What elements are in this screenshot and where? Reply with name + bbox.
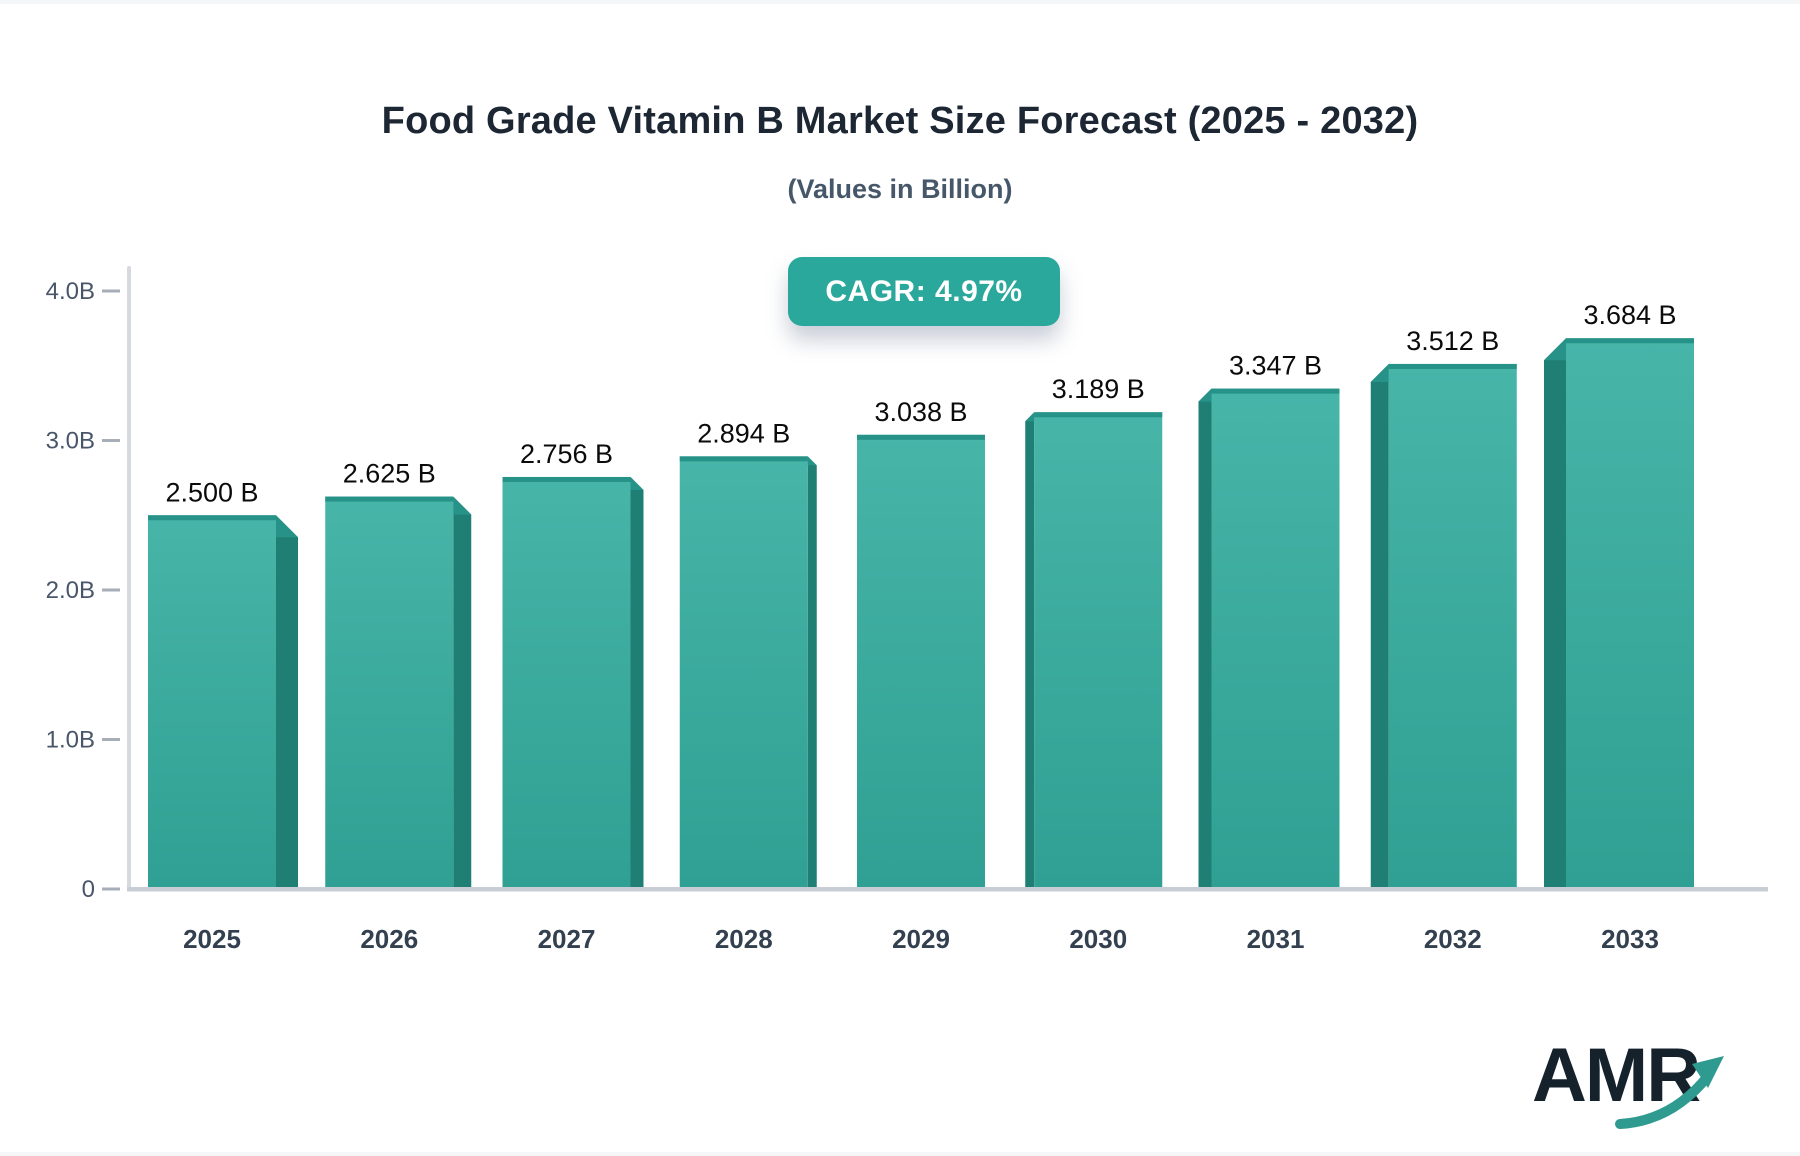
bar-value-label: 3.189 B <box>1052 374 1145 404</box>
bar-corner-bevel <box>1370 363 1389 382</box>
x-axis-category-label: 2032 <box>1424 924 1482 954</box>
bar <box>148 515 276 889</box>
bar-side-face <box>1198 388 1212 889</box>
y-axis-line <box>127 266 131 890</box>
bar-side-face <box>276 515 298 889</box>
y-axis-tick <box>102 738 120 741</box>
bar-value-label: 2.500 B <box>165 477 258 507</box>
bar-value-label: 2.894 B <box>697 418 790 448</box>
bar-top-edge <box>1388 363 1517 369</box>
bar-top-edge <box>325 496 454 502</box>
cagr-badge-label: CAGR: 4.97% <box>825 274 1023 308</box>
x-axis-category-label: 2025 <box>183 924 241 954</box>
bar-value-label: 3.347 B <box>1229 351 1322 381</box>
y-axis-tick-label: 0 <box>82 876 95 903</box>
y-axis-tick <box>102 289 120 293</box>
amr-arrow-swoosh <box>1615 1071 1713 1129</box>
bar <box>325 496 454 889</box>
bar-top-edge <box>679 456 808 462</box>
cagr-badge: CAGR: 4.97% <box>788 257 1060 326</box>
x-axis-category-label: 2029 <box>892 924 950 954</box>
bar-value-label: 2.756 B <box>520 439 613 469</box>
bar-top-edge <box>1211 388 1340 394</box>
x-axis-category-label: 2027 <box>538 924 596 954</box>
bar-top-edge <box>148 515 276 521</box>
y-axis-tick-label: 2.0B <box>46 577 95 604</box>
bar-corner-bevel <box>1198 388 1212 402</box>
bar <box>1388 363 1517 889</box>
bar-top-edge <box>502 476 631 482</box>
chart-title: Food Grade Vitamin B Market Size Forecas… <box>381 100 1419 142</box>
bar-side-face <box>807 456 817 889</box>
bar-corner-bevel <box>1544 338 1566 361</box>
bar <box>1566 338 1694 889</box>
bar-chart-plot: 0 1.0B 2.0B 3.0B 4.0B 2.500 B 2025 2.625 B 2026 2… <box>46 266 1768 954</box>
x-axis-category-label: 2028 <box>715 924 773 954</box>
x-axis-category-label: 2031 <box>1247 924 1305 954</box>
bar <box>679 456 808 889</box>
bar-side-face <box>1544 338 1566 889</box>
y-axis-tick <box>102 588 120 592</box>
y-axis-tick-label: 4.0B <box>46 278 95 305</box>
bar-side-face <box>453 496 472 889</box>
amr-arrow-swoosh <box>1692 1056 1724 1088</box>
bar-value-label: 3.684 B <box>1583 300 1676 330</box>
bar-corner-bevel <box>1025 412 1035 422</box>
bar <box>1211 388 1340 889</box>
bar <box>1034 412 1163 889</box>
bar-top-edge <box>857 434 985 440</box>
amr-logo-arrow-icon <box>1615 1056 1724 1129</box>
bar-value-label: 3.038 B <box>874 397 967 427</box>
bar-side-face <box>1370 363 1389 889</box>
x-axis-category-label: 2026 <box>360 924 418 954</box>
y-axis-tick-label: 3.0B <box>46 428 95 455</box>
bar <box>502 476 631 889</box>
x-axis-line <box>127 887 1768 892</box>
bar-value-label: 2.625 B <box>343 459 436 489</box>
y-axis-tick <box>102 887 120 891</box>
bar-corner-bevel <box>630 476 644 490</box>
bar-corner-bevel <box>276 515 298 538</box>
bar-corner-bevel <box>453 496 472 515</box>
x-axis-category-label: 2033 <box>1601 924 1659 954</box>
amr-logo: AMR <box>1524 1032 1744 1142</box>
bar-value-label: 3.512 B <box>1406 326 1499 356</box>
bar-top-edge <box>1034 412 1163 418</box>
bar-side-face <box>630 476 644 889</box>
bar-corner-bevel <box>807 456 817 466</box>
y-axis-tick <box>102 439 120 442</box>
bar <box>857 434 985 889</box>
bar-top-edge <box>1566 338 1694 344</box>
bar-side-face <box>1025 412 1035 889</box>
chart-subtitle: (Values in Billion) <box>787 174 1013 204</box>
y-axis-tick-label: 1.0B <box>46 727 95 754</box>
x-axis-category-label: 2030 <box>1069 924 1127 954</box>
